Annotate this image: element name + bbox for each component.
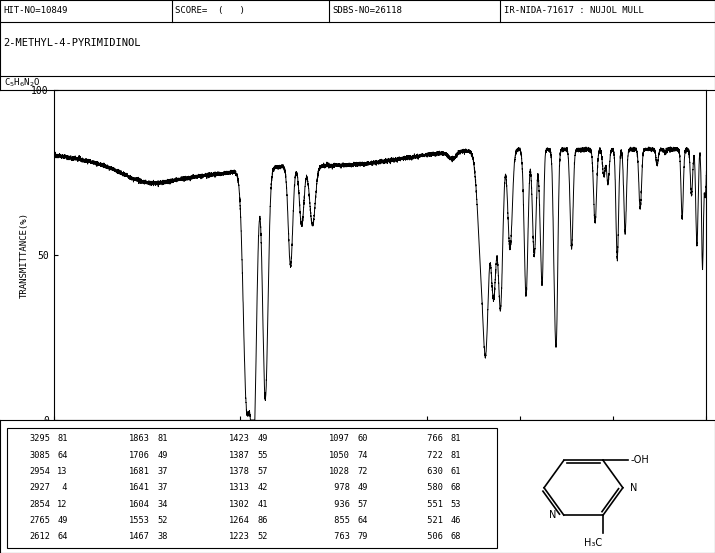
Text: 49: 49 [358,483,368,492]
Text: 551: 551 [423,500,443,509]
Text: 506: 506 [423,533,443,541]
Text: 1467: 1467 [129,533,150,541]
Text: 2954: 2954 [29,467,50,476]
Text: 53: 53 [450,500,461,509]
Text: 1604: 1604 [129,500,150,509]
Text: 3085: 3085 [29,451,50,460]
Text: 12: 12 [57,500,68,509]
Text: 68: 68 [450,483,461,492]
Text: 49: 49 [157,451,168,460]
Text: 580: 580 [423,483,443,492]
Text: 81: 81 [157,434,168,444]
Text: 1264: 1264 [230,516,250,525]
Text: 57: 57 [257,467,268,476]
Text: 1641: 1641 [129,483,150,492]
Text: 1313: 1313 [230,483,250,492]
Y-axis label: TRANSMITTANCE(%): TRANSMITTANCE(%) [19,212,29,298]
Text: 2612: 2612 [29,533,50,541]
Text: 722: 722 [423,451,443,460]
Text: 86: 86 [257,516,268,525]
Text: C$_5$H$_6$N$_2$O: C$_5$H$_6$N$_2$O [4,76,40,89]
Text: 72: 72 [358,467,368,476]
Text: 1223: 1223 [230,533,250,541]
Bar [7,428,497,547]
Text: 766: 766 [423,434,443,444]
Text: 978: 978 [330,483,350,492]
Text: H₃C: H₃C [583,538,602,548]
Text: 52: 52 [157,516,168,525]
Text: 1378: 1378 [230,467,250,476]
Text: 763: 763 [330,533,350,541]
Text: 64: 64 [57,533,68,541]
Text: 38: 38 [157,533,168,541]
Text: 1387: 1387 [230,451,250,460]
Text: 2854: 2854 [29,500,50,509]
Text: 13: 13 [57,467,68,476]
Text: 49: 49 [257,434,268,444]
Text: 521: 521 [423,516,443,525]
Text: 1050: 1050 [330,451,350,460]
Text: 61: 61 [450,467,461,476]
Text: 2765: 2765 [29,516,50,525]
Text: 855: 855 [330,516,350,525]
Text: 46: 46 [450,516,461,525]
Text: 1706: 1706 [129,451,150,460]
Text: 42: 42 [257,483,268,492]
Text: 1553: 1553 [129,516,150,525]
Text: 55: 55 [257,451,268,460]
Text: 79: 79 [358,533,368,541]
Text: 57: 57 [358,500,368,509]
Text: 64: 64 [358,516,368,525]
Text: 1681: 1681 [129,467,150,476]
Text: 34: 34 [157,500,168,509]
Text: -OH: -OH [630,456,649,466]
Text: 1863: 1863 [129,434,150,444]
Text: 3295: 3295 [29,434,50,444]
Text: 936: 936 [330,500,350,509]
Text: 1028: 1028 [330,467,350,476]
Text: 49: 49 [57,516,68,525]
Text: 52: 52 [257,533,268,541]
Text: 1302: 1302 [230,500,250,509]
Text: 81: 81 [450,434,461,444]
Text: IR-NIDA-71617 : NUJOL MULL: IR-NIDA-71617 : NUJOL MULL [504,6,644,15]
Text: 1423: 1423 [230,434,250,444]
X-axis label: WAVENUMBER(-1): WAVENUMBER(-1) [339,437,421,447]
Text: N: N [549,510,556,520]
Text: 630: 630 [423,467,443,476]
Text: N: N [630,483,638,493]
Text: 37: 37 [157,483,168,492]
Text: 81: 81 [450,451,461,460]
Text: 1097: 1097 [330,434,350,444]
Text: 41: 41 [257,500,268,509]
Text: 60: 60 [358,434,368,444]
Text: 64: 64 [57,451,68,460]
Text: HIT-NO=10849: HIT-NO=10849 [4,6,68,15]
Text: SDBS-NO=26118: SDBS-NO=26118 [332,6,403,15]
Text: 81: 81 [57,434,68,444]
Text: 4: 4 [57,483,68,492]
Text: 2-METHYL-4-PYRIMIDINOL: 2-METHYL-4-PYRIMIDINOL [4,38,141,48]
Text: 68: 68 [450,533,461,541]
Text: 74: 74 [358,451,368,460]
Text: 37: 37 [157,467,168,476]
Text: SCORE=  (   ): SCORE= ( ) [175,6,245,15]
Text: 2927: 2927 [29,483,50,492]
